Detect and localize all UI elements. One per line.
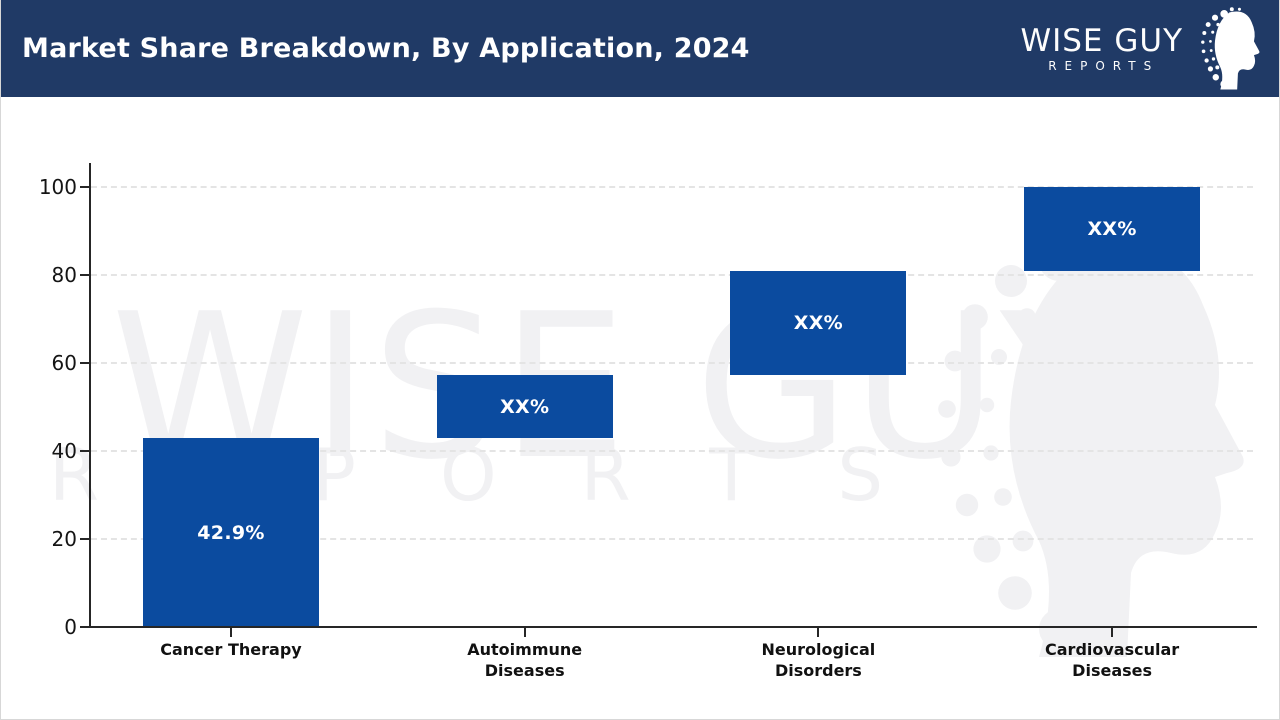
wise-guy-logo: WISE GUY REPORTS (1020, 6, 1279, 91)
bar-value-label: XX% (500, 395, 550, 418)
y-tick-label: 20 (51, 527, 77, 551)
x-category-label: Cardiovascular Diseases (1045, 640, 1180, 680)
y-tick-label: 0 (64, 615, 77, 639)
y-axis-tick (80, 274, 89, 276)
y-tick-label: 100 (38, 175, 77, 199)
bar-value-label: XX% (1087, 217, 1137, 240)
logo-text: WISE GUY REPORTS (1020, 25, 1183, 73)
x-axis-line (89, 626, 1257, 628)
gridline (91, 538, 1253, 540)
bar-value-label: XX% (793, 311, 844, 334)
y-axis-tick (80, 362, 89, 364)
y-tick-label: 80 (51, 263, 77, 287)
x-category-label: Neurological Disorders (761, 640, 876, 680)
x-axis-tick (1111, 628, 1114, 637)
x-category-label: Cancer Therapy (160, 640, 302, 659)
bar-value-label: 42.9% (197, 521, 265, 544)
x-category-label: Autoimmune Diseases (467, 640, 583, 680)
y-axis-tick (80, 538, 89, 540)
gridline (91, 362, 1253, 364)
dotted-head-icon (1201, 6, 1260, 89)
gridline (91, 274, 1253, 276)
y-axis-tick (80, 626, 89, 628)
y-axis-tick (80, 450, 89, 452)
header-band: Market Share Breakdown, By Application, … (1, 0, 1279, 97)
x-axis-tick (817, 628, 820, 637)
page-title: Market Share Breakdown, By Application, … (22, 33, 750, 64)
y-axis-line (89, 163, 91, 628)
x-axis-tick (523, 628, 526, 637)
logo-subtitle: REPORTS (1048, 58, 1160, 73)
y-tick-label: 40 (51, 439, 77, 463)
logo-wordmark: WISE GUY (1020, 22, 1183, 59)
bar-3: XX% (730, 270, 907, 376)
x-axis-tick (230, 628, 232, 637)
y-axis-tick (80, 186, 89, 188)
y-tick-label: 60 (51, 351, 77, 375)
watermark-head-icon (938, 226, 1244, 658)
gridline (91, 450, 1253, 452)
bar-2: XX% (436, 375, 613, 439)
gridline (91, 186, 1253, 188)
bar-4: XX% (1024, 187, 1201, 271)
bar-1: 42.9% (143, 438, 319, 627)
